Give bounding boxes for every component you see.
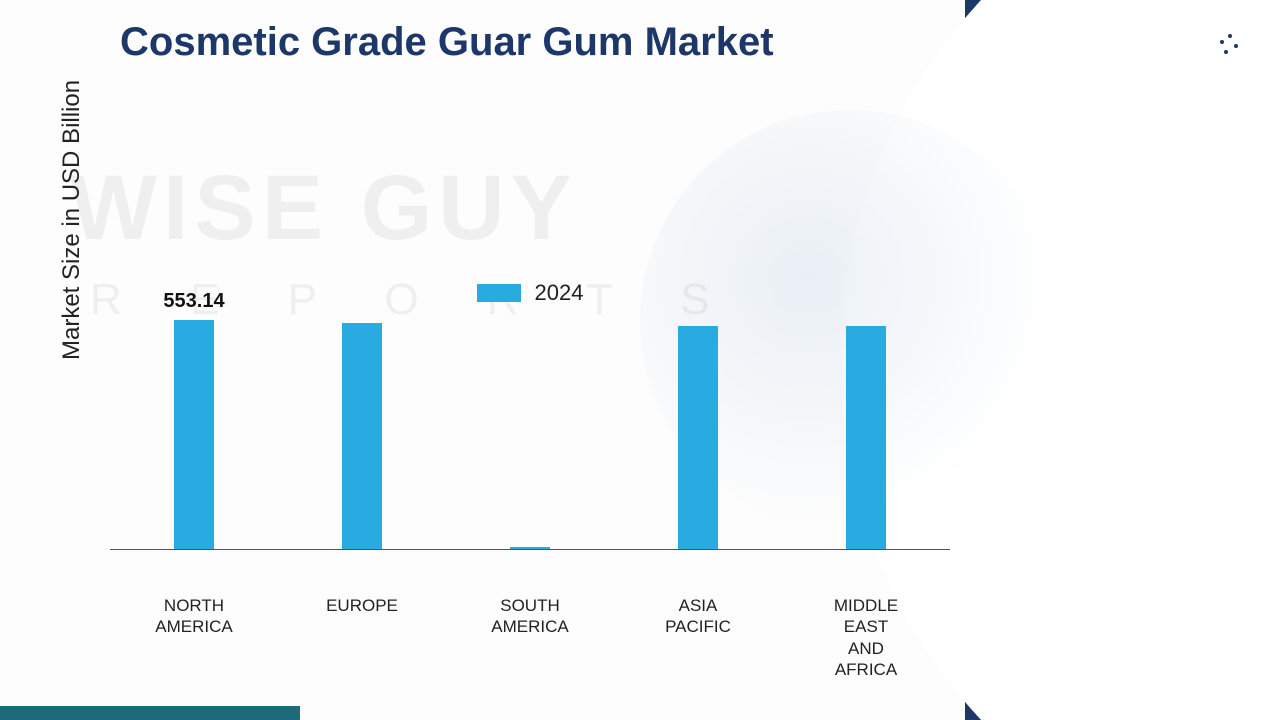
bars-container: 553.14: [110, 120, 950, 550]
bar-slot: [796, 296, 936, 550]
category-label: SOUTHAMERICA: [460, 595, 600, 680]
bar: [678, 326, 718, 550]
bar-slot: 553.14: [124, 290, 264, 550]
bar: [342, 323, 382, 550]
chart-infographic: WISE GUY R E P O R T S WISE GUY R E P O …: [0, 0, 1280, 720]
chart-title: Cosmetic Grade Guar Gum Market: [120, 20, 774, 65]
x-axis-line: [110, 549, 950, 550]
bar-value-label: 553.14: [163, 290, 224, 314]
head-icon: [1202, 20, 1258, 84]
brand-logo: WISE GUY R E P O R T S: [990, 18, 1250, 79]
category-labels: NORTHAMERICA EUROPE SOUTHAMERICA ASIAPACIFI…: [110, 595, 950, 680]
bar-chart: 2024 553.14 NORTHAMERICAEUROPESOUTHAMERI…: [110, 120, 950, 590]
bar-slot: [460, 517, 600, 550]
category-label: EUROPE: [292, 595, 432, 680]
bar: [174, 320, 214, 550]
y-axis-label: Market Size in USD Billion: [58, 80, 86, 360]
category-label: NORTHAMERICA: [124, 595, 264, 680]
footer-accent: [0, 706, 300, 720]
bar-slot: [292, 293, 432, 550]
category-label: MIDDLEEASTANDAFRICA: [796, 595, 936, 680]
bar: [846, 326, 886, 550]
bar-slot: [628, 296, 768, 550]
category-label: ASIAPACIFIC: [628, 595, 768, 680]
